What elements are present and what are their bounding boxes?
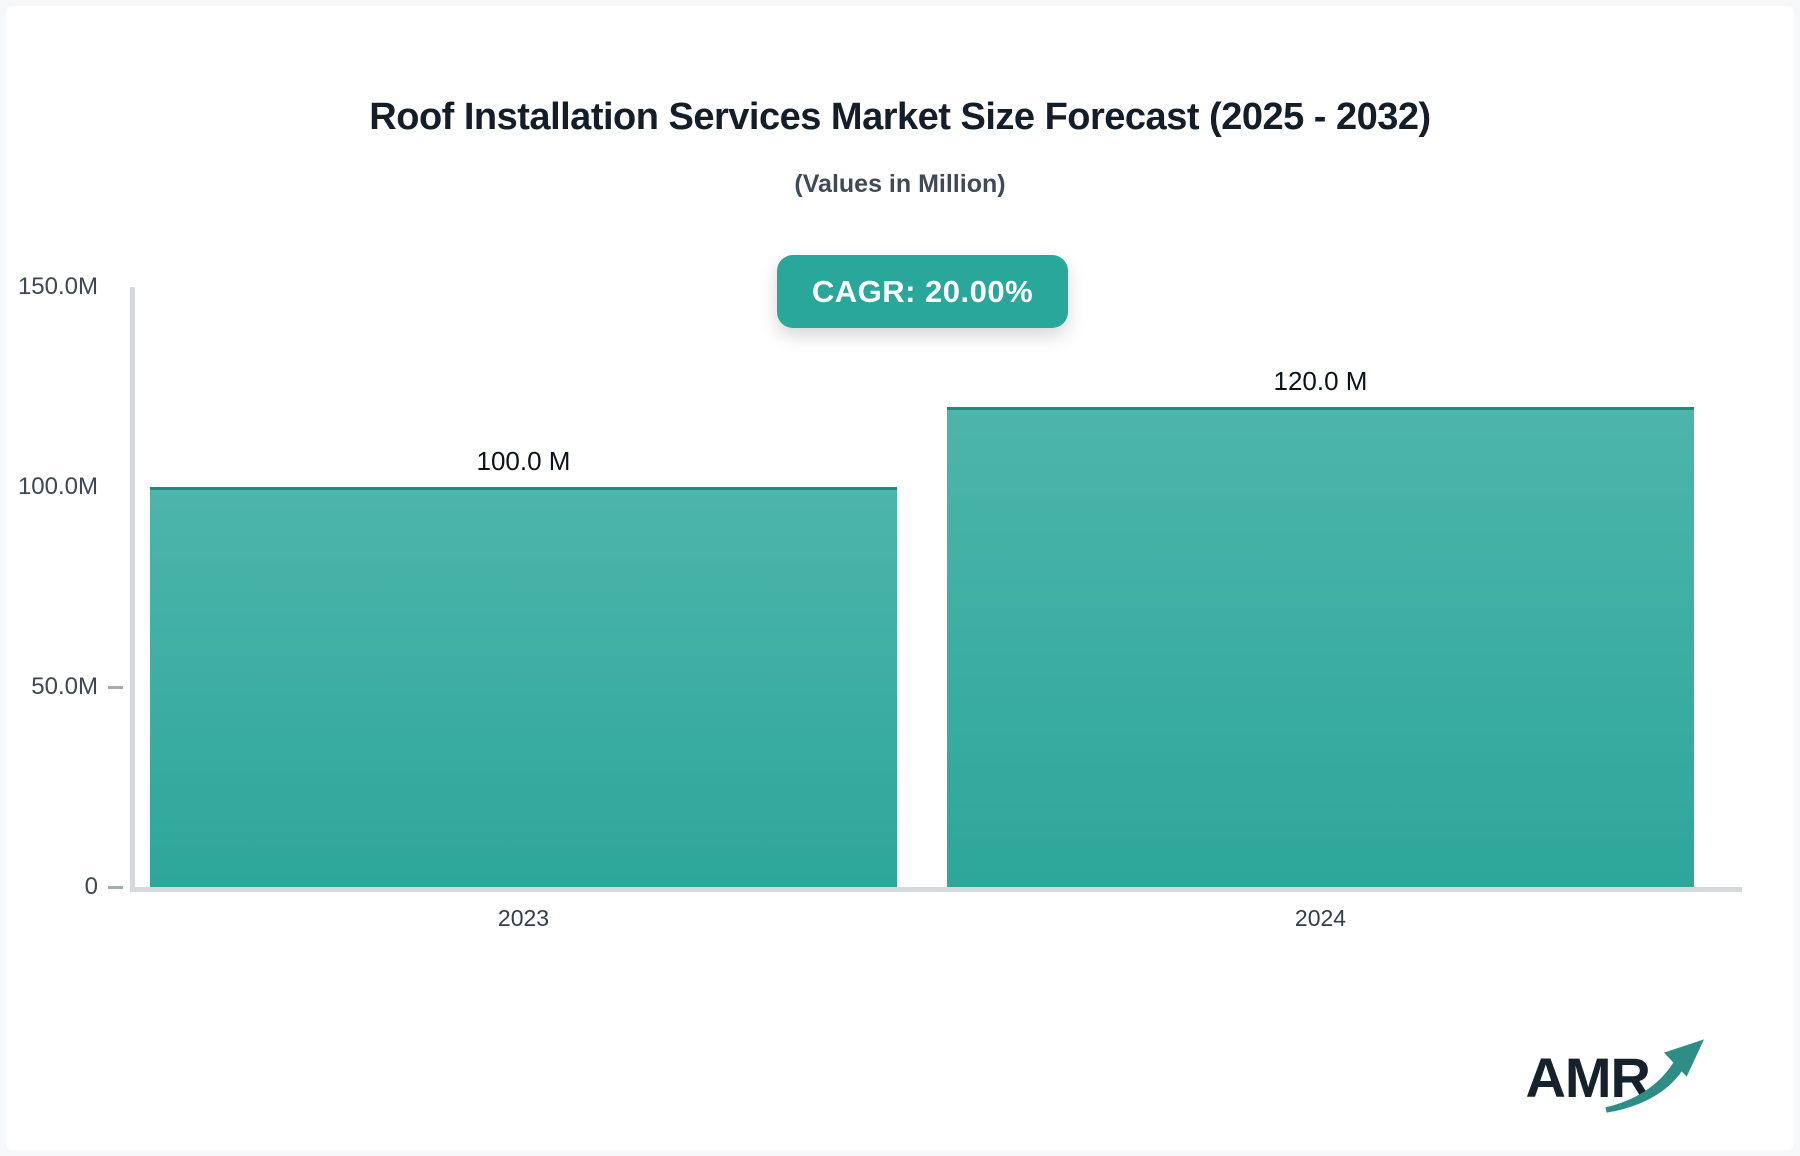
bar-value-label-2023: 100.0 M	[476, 446, 571, 476]
bar-2024[interactable]	[947, 407, 1694, 887]
amr-logo-text: AMR	[1525, 1046, 1651, 1109]
y-axis-tick-label: 150.0M	[17, 273, 98, 300]
bar-value-label-2024: 120.0 M	[1273, 366, 1368, 396]
plot-area: 150.0M 100.0M 50.0M 0 100.0 M 2023 120.0 M 2024	[6, 6, 1794, 1150]
y-axis-tick-mark	[108, 886, 123, 889]
y-axis-tick-mark	[108, 686, 123, 689]
y-axis-line	[130, 287, 135, 892]
bar-2023[interactable]	[150, 487, 897, 887]
x-axis-label-2024: 2024	[1294, 905, 1347, 931]
y-axis-tick-label: 50.0M	[31, 673, 98, 700]
growth-arrow-icon	[1605, 1039, 1704, 1113]
cagr-badge: CAGR: 20.00%	[777, 255, 1068, 328]
chart-title: Roof Installation Services Market Size F…	[369, 96, 1431, 138]
x-axis-line	[130, 887, 1742, 892]
chart-subtitle: (Values in Million)	[794, 170, 1006, 198]
x-axis-label-2023: 2023	[497, 905, 550, 931]
y-axis-tick-label: 0	[84, 873, 98, 900]
chart-card: Roof Installation Services Market Size F…	[6, 6, 1794, 1150]
cagr-badge-label: CAGR: 20.00%	[811, 273, 1034, 309]
amr-logo: AMR	[1525, 1038, 1704, 1113]
y-axis-tick-label: 100.0M	[17, 473, 98, 500]
